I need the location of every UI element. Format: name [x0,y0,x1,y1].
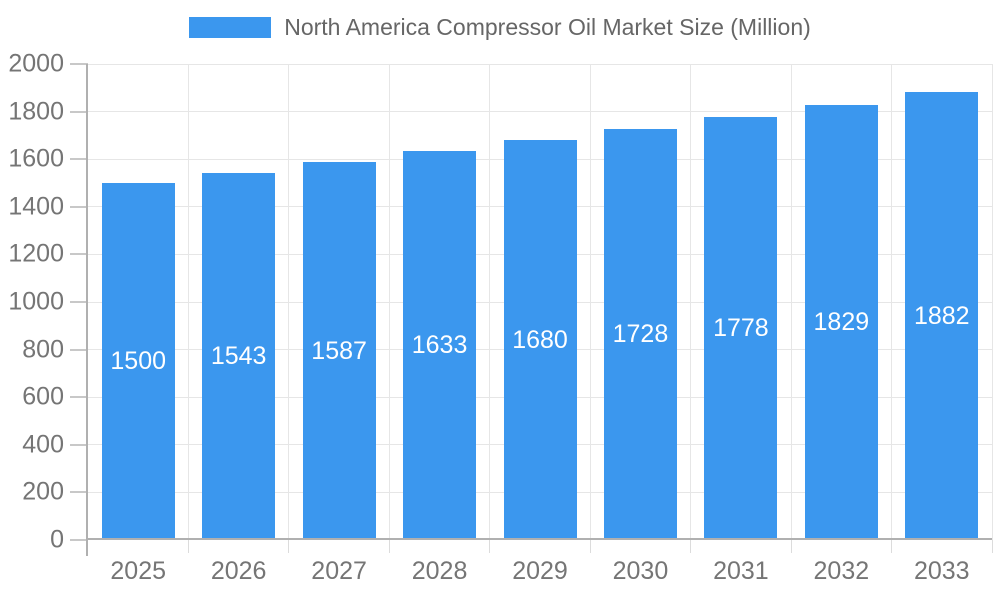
y-axis-label: 200 [22,477,64,506]
x-axis-tick [690,540,692,553]
bar: 1633 [403,151,477,540]
x-axis-label: 2027 [311,557,367,585]
y-axis-label: 0 [50,525,64,554]
legend-swatch-icon [189,17,272,38]
bar-value-label: 1587 [311,336,367,365]
plot-area: 1500 1543 1587 1633 1680 1728 1778 1829 1882 [88,63,993,540]
x-axis-tick [187,540,189,553]
y-axis-line [86,64,88,556]
x-axis-label: 2026 [210,557,267,585]
x-axis-line [88,538,992,540]
h-gridline [88,63,992,65]
x-axis-tick [489,540,491,553]
y-axis-tick [70,539,88,541]
y-axis-tick [70,491,88,494]
y-axis-tick [70,253,88,256]
x-axis-label: 2031 [713,557,769,585]
bar: 1680 [503,140,577,540]
v-gridline [690,64,692,540]
x-axis-label: 2028 [411,557,468,585]
bar: 1500 [101,183,175,540]
v-gridline [388,64,390,540]
y-axis-tick [70,63,88,65]
x-axis-label: 2033 [913,557,970,585]
v-gridline [489,64,491,540]
v-gridline [187,64,189,540]
legend: North America Compressor Oil Market Size… [0,14,1000,41]
h-gridline [88,111,992,113]
x-axis-tick [589,540,591,553]
x-axis-label: 2030 [612,557,669,585]
bar: 1728 [603,128,677,540]
v-gridline [288,64,290,540]
bar-value-label: 1500 [110,347,167,375]
v-gridline [991,64,993,540]
y-axis-label: 800 [22,335,64,364]
y-axis-label: 400 [22,430,64,459]
bar-value-label: 1728 [612,319,669,348]
y-axis-tick [70,205,88,208]
bar: 1587 [302,162,376,540]
y-axis-label: 1600 [8,144,64,173]
bar: 1882 [905,92,979,540]
y-axis-label: 1400 [8,192,64,221]
y-axis-label: 1000 [8,287,64,316]
legend-label: North America Compressor Oil Market Size… [284,14,811,40]
x-axis-tick [388,540,390,553]
y-axis-tick [70,110,88,113]
y-axis-label: 1800 [8,97,64,126]
v-gridline [589,64,591,540]
v-gridline [891,64,893,540]
v-gridline [790,64,792,540]
bar-value-label: 1778 [713,313,769,342]
x-axis-label: 2032 [813,557,870,585]
legend-item[interactable]: North America Compressor Oil Market Size… [189,14,811,41]
x-axis-tick [891,540,893,553]
bar: 1543 [202,172,276,540]
x-axis-tick [288,540,290,553]
x-axis-label: 2029 [512,557,568,585]
y-axis-tick [70,301,88,303]
bar-value-label: 1633 [411,331,468,360]
bar: 1829 [804,104,878,540]
x-axis-tick [991,540,993,553]
x-axis-tick [790,540,792,553]
y-axis-tick [70,348,88,351]
y-axis-tick [70,443,88,446]
bar-value-label: 1882 [913,301,970,330]
y-axis-label: 2000 [8,49,64,78]
y-axis-tick [70,158,88,161]
y-axis-label: 600 [22,382,64,411]
bar: 1778 [704,116,778,540]
bar-value-label: 1829 [813,307,870,336]
y-axis-tick [70,396,88,399]
x-axis-label: 2025 [110,557,167,585]
y-axis-label: 1200 [8,239,64,268]
bar-value-label: 1680 [512,325,568,354]
bar-value-label: 1543 [210,341,267,370]
